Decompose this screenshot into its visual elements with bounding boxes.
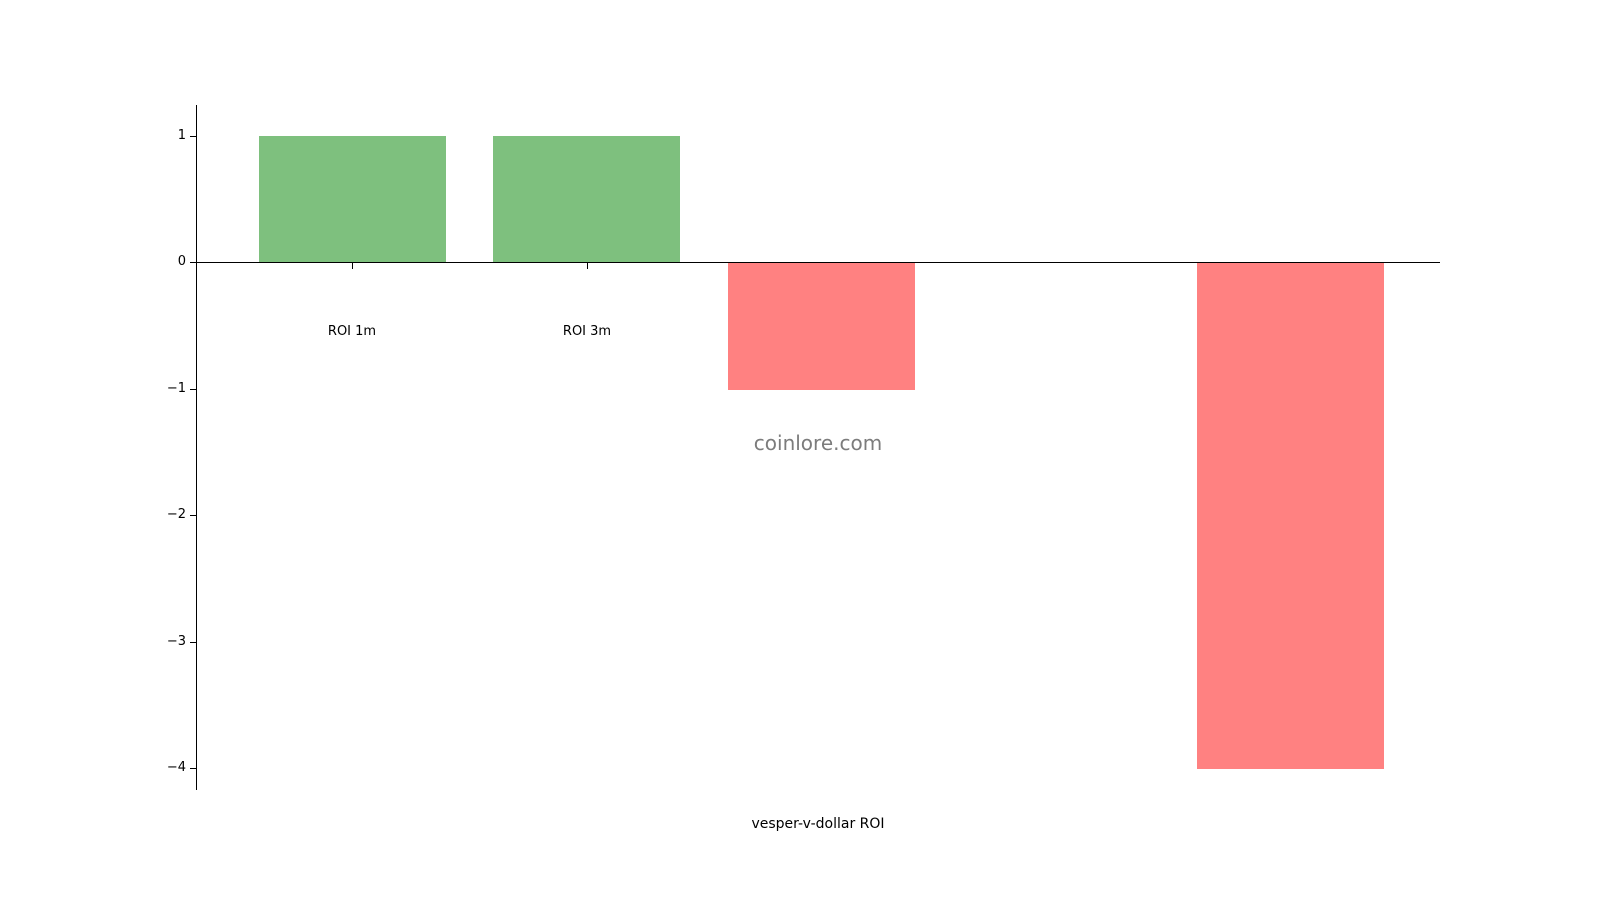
bar-positive: [259, 136, 446, 263]
y-tick-label: 1: [177, 128, 186, 143]
y-tick-mark: [190, 136, 196, 137]
y-tick-mark: [190, 768, 196, 769]
y-tick-mark: [190, 515, 196, 516]
x-tick-mark: [587, 263, 588, 269]
y-tick-label: −1: [166, 381, 186, 396]
y-tick-label: −4: [166, 760, 186, 775]
x-category-label: ROI 1m: [327, 324, 377, 339]
x-axis-zero-line: [196, 262, 1440, 263]
bar-negative: [1197, 263, 1384, 769]
y-tick-label: −3: [166, 634, 186, 649]
y-tick-mark: [190, 389, 196, 390]
x-axis-title: vesper-v-dollar ROI: [751, 816, 885, 832]
x-tick-mark: [352, 263, 353, 269]
y-tick-mark: [190, 262, 196, 263]
bar-negative: [728, 263, 915, 390]
y-tick-label: 0: [177, 254, 186, 269]
watermark-text: coinlore.com: [753, 431, 883, 455]
y-tick-mark: [190, 642, 196, 643]
y-tick-label: −2: [166, 507, 186, 522]
y-axis-spine: [196, 105, 197, 790]
x-category-label: ROI 3m: [562, 324, 612, 339]
bar-positive: [493, 136, 680, 263]
